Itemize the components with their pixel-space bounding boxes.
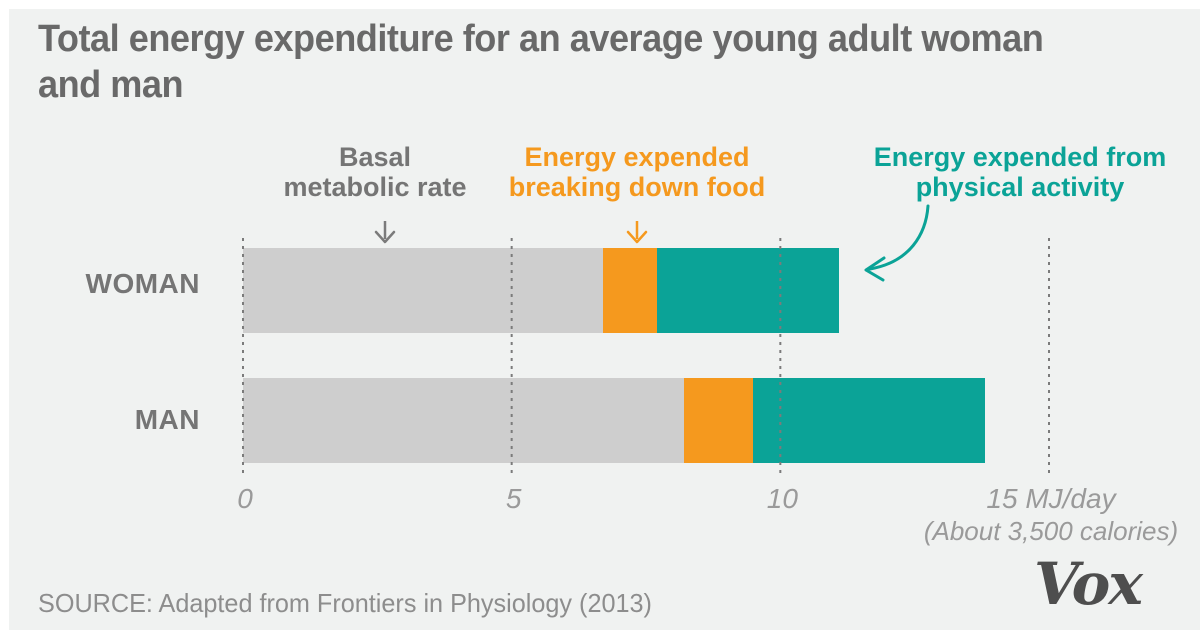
bar-segment-man-basal [243, 378, 684, 463]
x-tick-label-0: 0 [237, 483, 253, 514]
x-tick-label-10: 10 [766, 483, 798, 514]
frame-left-edge [0, 0, 9, 630]
bar-segment-woman-energy [656, 248, 840, 333]
bar-segment-man-energy [683, 378, 754, 463]
legend-energy-breaking-down-food: Energy expended breaking down food [508, 142, 766, 202]
row-label-man: MAN [134, 404, 200, 435]
basal-arrow-down-icon [374, 221, 396, 244]
frame-top-edge [0, 0, 1200, 9]
legend-energy-physical-activity: Energy expended from physical activity [873, 142, 1167, 202]
x-axis-note: (About 3,500 calories) [923, 516, 1179, 546]
legend-basal-metabolic-rate: Basal metabolic rate [283, 142, 467, 202]
bar-segment-man-energy [753, 378, 985, 463]
bar-segment-woman-energy [603, 248, 657, 333]
vox-logo: Vox [1034, 550, 1143, 618]
chart-title: Total energy expenditure for an average … [38, 18, 1044, 106]
source-attribution: SOURCE: Adapted from Frontiers in Physio… [38, 588, 652, 618]
x-tick-label-5: 5 [505, 483, 522, 514]
food-arrow-down-icon [626, 221, 648, 244]
row-label-woman: WOMAN [85, 268, 200, 299]
x-tick-label-15: 15 MJ/day (About 3,500 calories) [923, 483, 1179, 546]
activity-curved-arrow-icon [864, 204, 930, 282]
bar-segment-woman-basal [243, 248, 603, 333]
